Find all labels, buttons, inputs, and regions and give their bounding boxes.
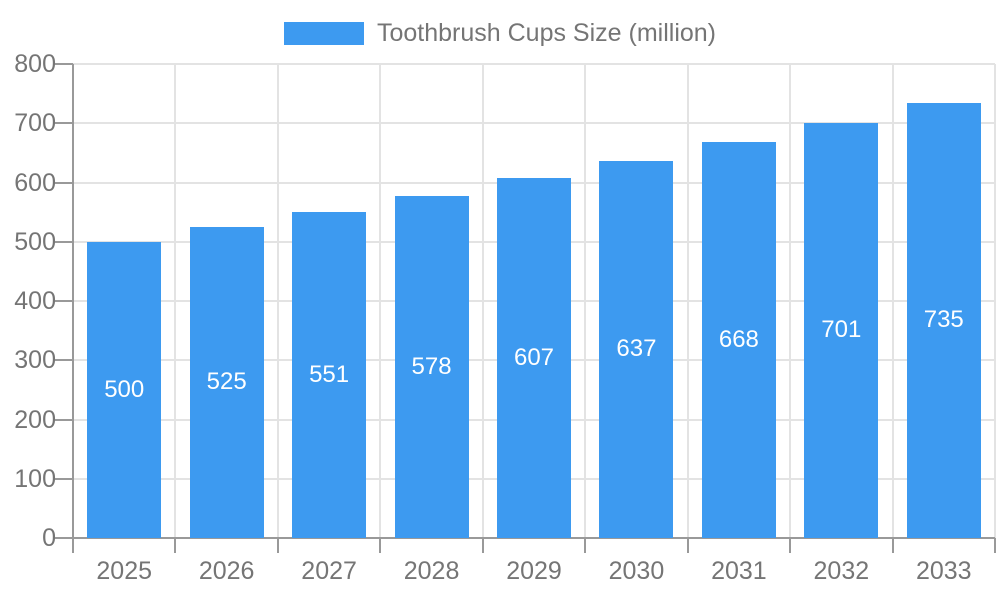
bar-value-label: 500 — [104, 375, 145, 403]
y-axis-label: 800 — [14, 50, 56, 78]
y-axis-label: 200 — [14, 405, 56, 434]
x-axis-tick — [789, 538, 792, 553]
y-axis-label: 500 — [14, 227, 56, 256]
gridline-vertical — [276, 64, 279, 538]
x-axis-label: 2029 — [506, 557, 562, 585]
y-axis-tick — [55, 240, 73, 243]
y-axis-line — [72, 64, 74, 553]
x-axis-tick — [276, 538, 279, 553]
y-axis-tick — [55, 181, 73, 184]
bar-value-label: 525 — [206, 368, 247, 396]
gridline-vertical — [584, 64, 587, 538]
bar-2029 — [497, 178, 571, 538]
legend-label: Toothbrush Cups Size (million) — [376, 19, 717, 47]
gridline-vertical — [379, 64, 382, 538]
bar-value-label: 578 — [411, 352, 452, 380]
bar-value-label: 607 — [513, 344, 555, 372]
gridline-vertical — [994, 64, 996, 538]
bar-2028 — [394, 195, 469, 538]
bar-2032 — [804, 122, 879, 538]
x-axis-tick — [891, 538, 894, 553]
gridline-vertical — [686, 64, 689, 538]
bar-value-label: 637 — [616, 335, 657, 363]
bar-2027 — [292, 211, 367, 538]
bar-2026 — [189, 226, 264, 538]
bar-value-label: 701 — [821, 316, 862, 344]
x-axis-tick — [174, 538, 177, 553]
y-axis-label: 0 — [42, 524, 56, 552]
gridline-vertical — [174, 64, 177, 538]
x-axis-label: 2027 — [301, 557, 357, 585]
y-axis-tick — [55, 300, 73, 302]
x-axis-tick — [379, 538, 382, 553]
bar-value-label: 668 — [718, 326, 759, 354]
gridline-horizontal — [73, 63, 995, 65]
x-axis-label: 2030 — [608, 557, 665, 585]
x-axis-label: 2025 — [96, 557, 153, 585]
x-axis-label: 2031 — [711, 557, 767, 585]
x-axis-tick — [994, 538, 996, 553]
bar-2033 — [906, 102, 981, 538]
y-axis-label: 300 — [14, 346, 56, 375]
gridline-horizontal — [73, 122, 995, 125]
y-axis-tick — [55, 359, 73, 362]
legend[interactable]: Toothbrush Cups Size (million) — [0, 19, 1000, 48]
x-axis-tick — [481, 538, 484, 553]
y-axis-tick — [55, 418, 73, 421]
bar-2025 — [87, 241, 162, 538]
gridline-vertical — [789, 64, 792, 538]
bar-2030 — [599, 160, 674, 538]
legend-swatch — [283, 22, 364, 45]
y-axis-label: 600 — [14, 168, 56, 197]
bar-value-label: 551 — [309, 360, 350, 388]
x-axis-tick — [686, 538, 689, 553]
x-axis-label: 2032 — [813, 557, 870, 585]
x-axis-tick — [584, 538, 587, 553]
y-axis-tick — [55, 122, 73, 125]
y-axis-tick — [55, 477, 73, 480]
y-axis-tick — [55, 63, 73, 65]
gridline-vertical — [891, 64, 894, 538]
x-axis-label: 2026 — [198, 557, 255, 585]
x-axis-label: 2028 — [403, 557, 460, 585]
bar-2031 — [701, 142, 776, 538]
y-axis-label: 400 — [14, 287, 56, 315]
bar-value-label: 735 — [923, 306, 964, 334]
gridline-vertical — [481, 64, 484, 538]
y-axis-label: 700 — [14, 109, 56, 138]
x-axis-line — [55, 537, 995, 539]
y-axis-label: 100 — [14, 464, 56, 493]
x-axis-label: 2033 — [915, 557, 972, 585]
